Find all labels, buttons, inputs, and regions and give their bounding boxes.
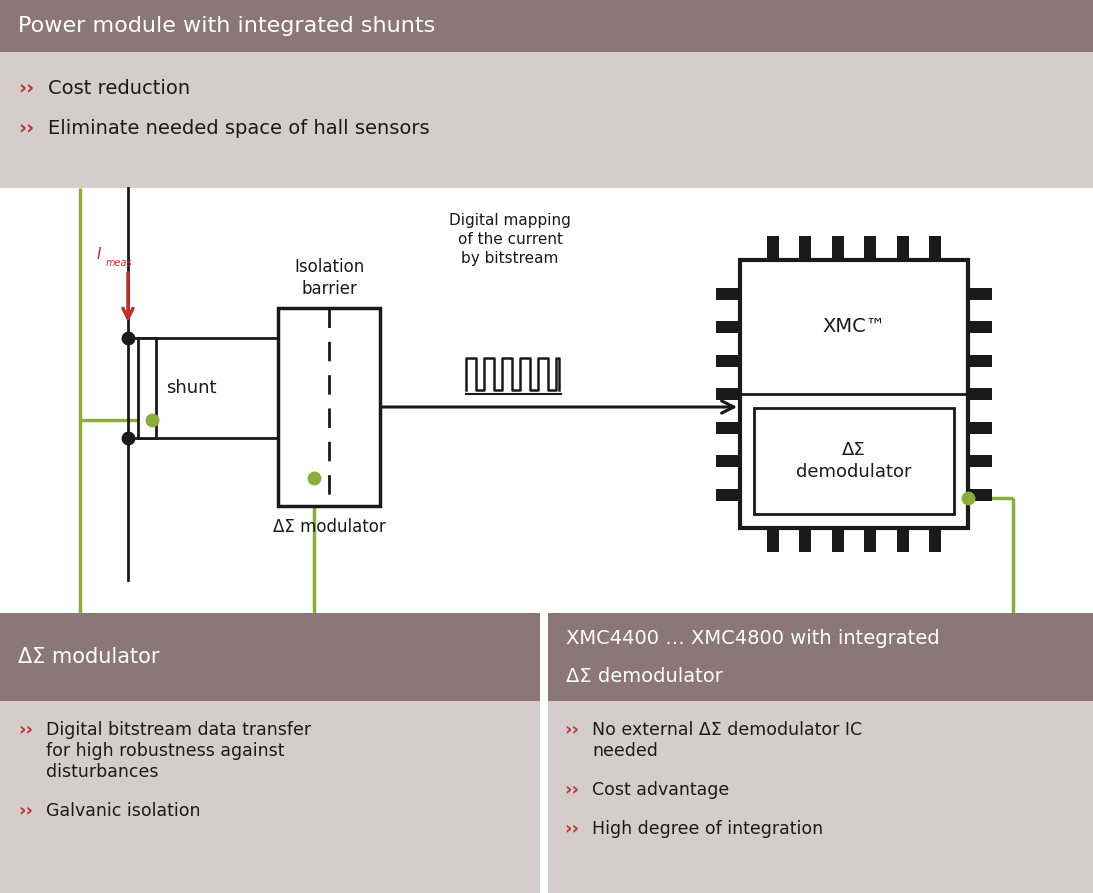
Text: ΔΣ
demodulator: ΔΣ demodulator <box>796 441 912 481</box>
Bar <box>740 260 968 528</box>
Bar <box>716 488 740 500</box>
Bar <box>766 236 778 260</box>
Bar <box>968 288 992 299</box>
Text: ΔΣ modulator: ΔΣ modulator <box>272 518 386 536</box>
Bar <box>716 288 740 299</box>
Bar <box>968 321 992 333</box>
Text: ››: ›› <box>17 802 33 820</box>
Bar <box>716 321 740 333</box>
Bar <box>0 701 540 893</box>
Text: I: I <box>97 247 102 262</box>
Text: XMC4400 … XMC4800 with integrated: XMC4400 … XMC4800 with integrated <box>566 629 940 647</box>
Text: Power module with integrated shunts: Power module with integrated shunts <box>17 16 435 36</box>
Bar <box>716 355 740 366</box>
Bar <box>716 421 740 433</box>
Text: ››: ›› <box>17 721 33 739</box>
Text: ΔΣ demodulator: ΔΣ demodulator <box>566 666 722 686</box>
Bar <box>968 488 992 500</box>
Bar <box>716 455 740 467</box>
Text: Cost reduction: Cost reduction <box>48 79 190 97</box>
Text: shunt: shunt <box>166 379 216 397</box>
Text: ››: ›› <box>564 820 579 838</box>
Bar <box>799 528 811 552</box>
Bar <box>929 236 941 260</box>
Text: No external ΔΣ demodulator IC
needed: No external ΔΣ demodulator IC needed <box>592 721 862 760</box>
Bar <box>754 408 954 514</box>
Text: XMC™: XMC™ <box>822 318 885 337</box>
Text: Digital mapping
of the current
by bitstream: Digital mapping of the current by bitstr… <box>449 213 571 266</box>
Bar <box>548 701 1093 893</box>
Bar <box>929 528 941 552</box>
Bar <box>0 613 540 701</box>
Bar <box>766 528 778 552</box>
Bar <box>897 528 909 552</box>
Bar <box>865 236 877 260</box>
Text: Eliminate needed space of hall sensors: Eliminate needed space of hall sensors <box>48 119 430 138</box>
Bar <box>832 236 844 260</box>
Bar <box>0 0 1093 52</box>
Text: ››: ›› <box>17 119 34 138</box>
Bar <box>897 236 909 260</box>
Text: Cost advantage: Cost advantage <box>592 781 729 799</box>
Bar <box>548 613 1093 701</box>
Bar <box>968 455 992 467</box>
Bar <box>832 528 844 552</box>
Bar <box>278 308 380 506</box>
Bar <box>0 188 1093 613</box>
Bar <box>865 528 877 552</box>
Text: ››: ›› <box>17 79 34 97</box>
Text: Isolation
barrier: Isolation barrier <box>294 258 364 298</box>
Text: meas: meas <box>106 258 132 268</box>
Bar <box>799 236 811 260</box>
Bar <box>968 388 992 400</box>
Text: ΔΣ modulator: ΔΣ modulator <box>17 647 160 667</box>
Text: ››: ›› <box>564 781 579 799</box>
Bar <box>968 421 992 433</box>
Text: Galvanic isolation: Galvanic isolation <box>46 802 200 820</box>
Text: High degree of integration: High degree of integration <box>592 820 823 838</box>
Bar <box>138 338 156 438</box>
Bar <box>0 52 1093 188</box>
Text: Digital bitstream data transfer
for high robustness against
disturbances: Digital bitstream data transfer for high… <box>46 721 312 780</box>
Bar <box>968 355 992 366</box>
Bar <box>716 388 740 400</box>
Text: ››: ›› <box>564 721 579 739</box>
